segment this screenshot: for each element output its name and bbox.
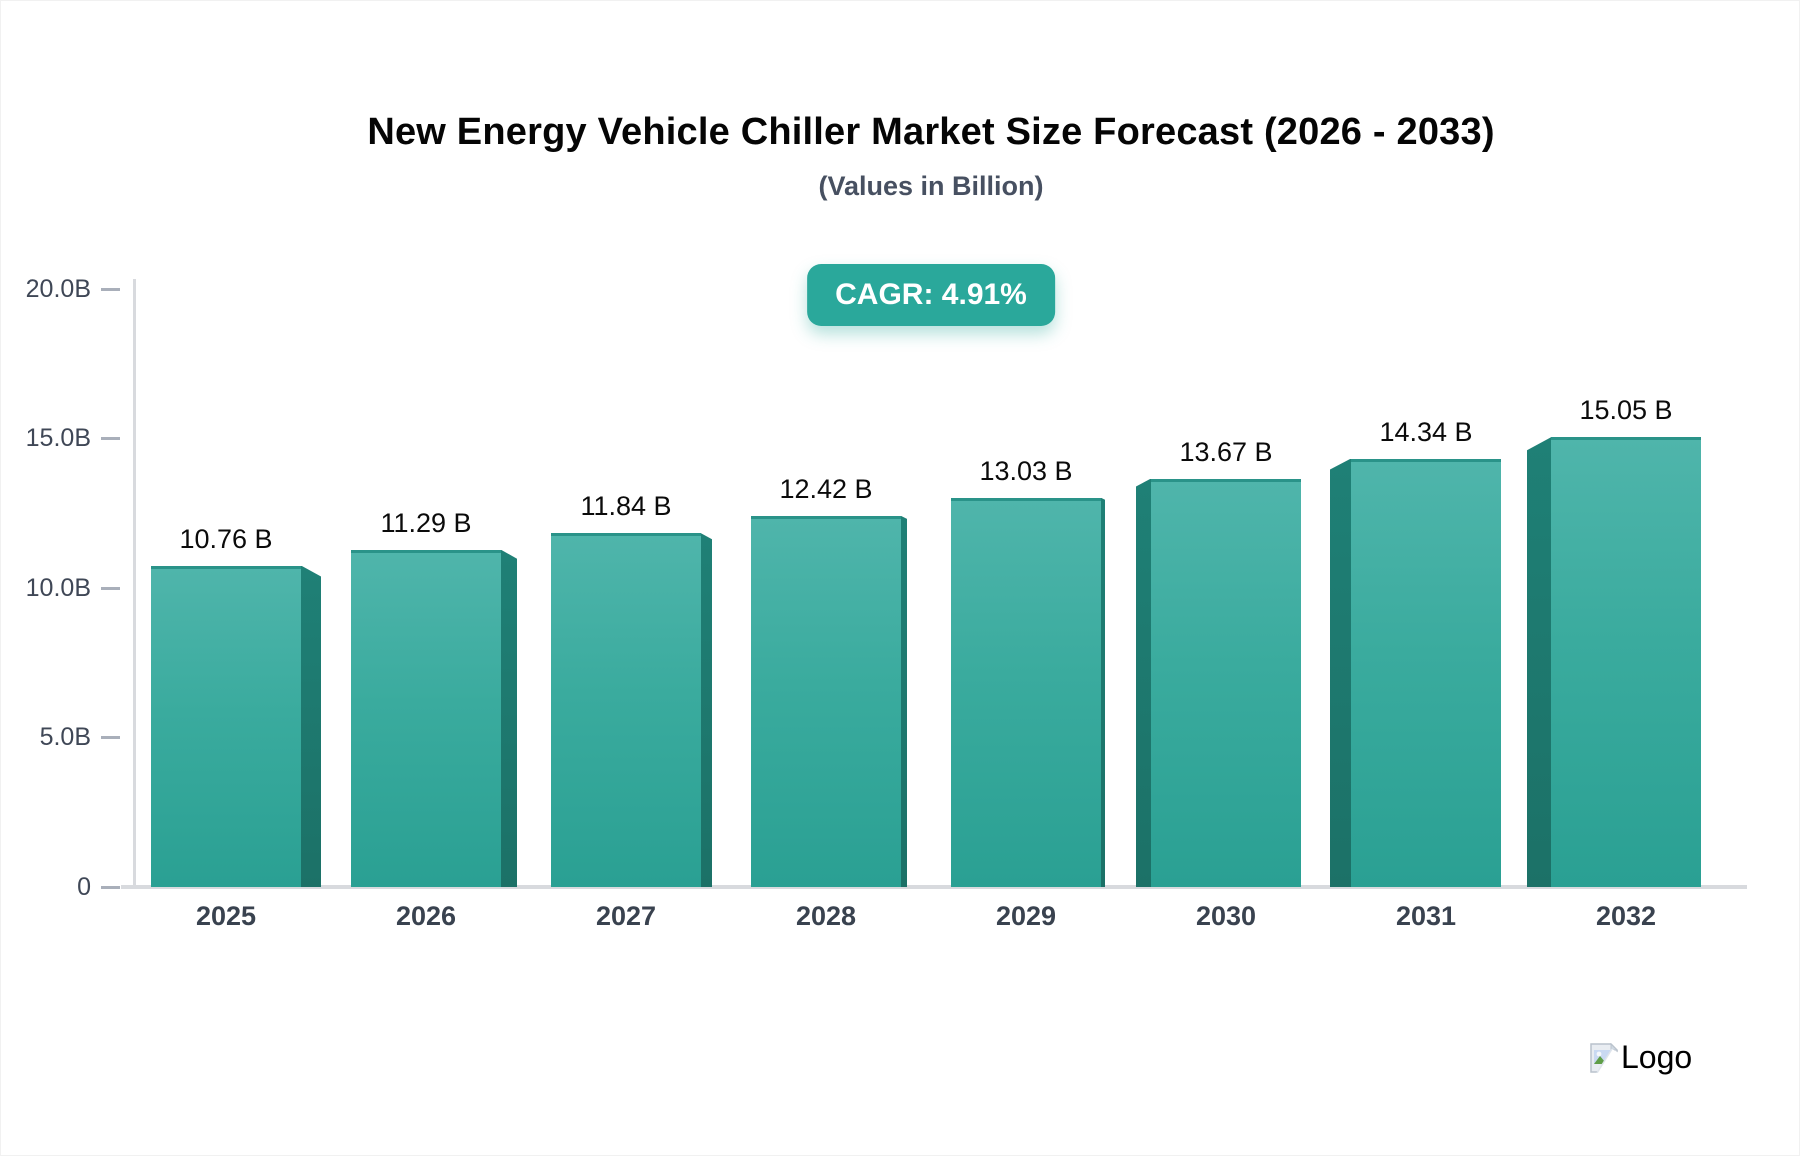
x-tick-label-2029: 2029 [995,901,1057,931]
bar-front-face [351,549,501,887]
bar-front-face [151,565,301,887]
bar-side-face [1527,437,1551,887]
bar-side-face [701,533,712,887]
bar-2026 [351,549,517,887]
x-tick-label-2028: 2028 [795,901,857,931]
bar-2029 [951,497,1105,887]
y-tick-label: 15.0B [25,424,91,453]
y-tick-dash [101,885,120,889]
cagr-badge: CAGR: 4.91% [807,264,1055,326]
bar-2031 [1330,458,1501,887]
logo-alt-text: Logo [1621,1039,1693,1075]
chart-subtitle: (Values in Billion) [818,171,1044,201]
bar-side-face [901,515,907,887]
y-tick-dash [101,437,120,441]
bar-value-label: 11.29 B [380,507,472,538]
bar-value-label: 15.05 B [1579,395,1673,426]
x-tick-label-2030: 2030 [1195,901,1257,931]
bar-side-face [501,549,517,887]
bar-2030 [1136,478,1301,887]
x-tick-label-2027: 2027 [595,901,657,931]
y-tick-label: 10.0B [25,573,91,602]
bar-value-label: 13.67 B [1179,436,1273,467]
x-tick-label-2032: 2032 [1595,901,1657,931]
bar-front-face [751,515,901,887]
bar-value-label: 10.76 B [179,523,273,554]
bar-front-face [1351,458,1501,887]
logo: Logo [1589,1041,1692,1073]
y-tick-label: 0 [77,872,91,901]
bar-side-face [1136,478,1151,887]
bar-front-face [551,533,701,887]
y-tick-dash [101,287,120,291]
x-tick-label-2026: 2026 [395,901,457,931]
bar-2027 [551,533,712,887]
bar-2032 [1527,437,1701,887]
bar-front-face [951,497,1101,887]
bar-value-label: 12.42 B [779,473,873,504]
y-tick-label: 5.0B [39,723,91,752]
bar-side-face [1101,497,1105,887]
bar-2028 [751,515,907,887]
bar-front-face [1151,478,1301,887]
broken-image-icon [1590,1043,1619,1073]
bar-value-label: 14.34 B [1379,416,1473,447]
bar-side-face [301,565,321,887]
y-tick-label: 20.0B [25,274,91,303]
bar-value-label: 13.03 B [979,455,1073,486]
page-title: New Energy Vehicle Chiller Market Size F… [367,111,1495,153]
bar-front-face [1551,437,1701,887]
bar-side-face [1330,458,1351,887]
x-axis-line [121,885,1747,889]
bar-2025 [151,565,321,887]
y-tick-dash [101,586,120,590]
x-tick-label-2031: 2031 [1395,901,1457,931]
y-axis-line [133,279,136,889]
bar-value-label: 11.84 B [580,491,672,522]
x-tick-label-2025: 2025 [195,901,257,931]
y-tick-dash [101,736,120,740]
